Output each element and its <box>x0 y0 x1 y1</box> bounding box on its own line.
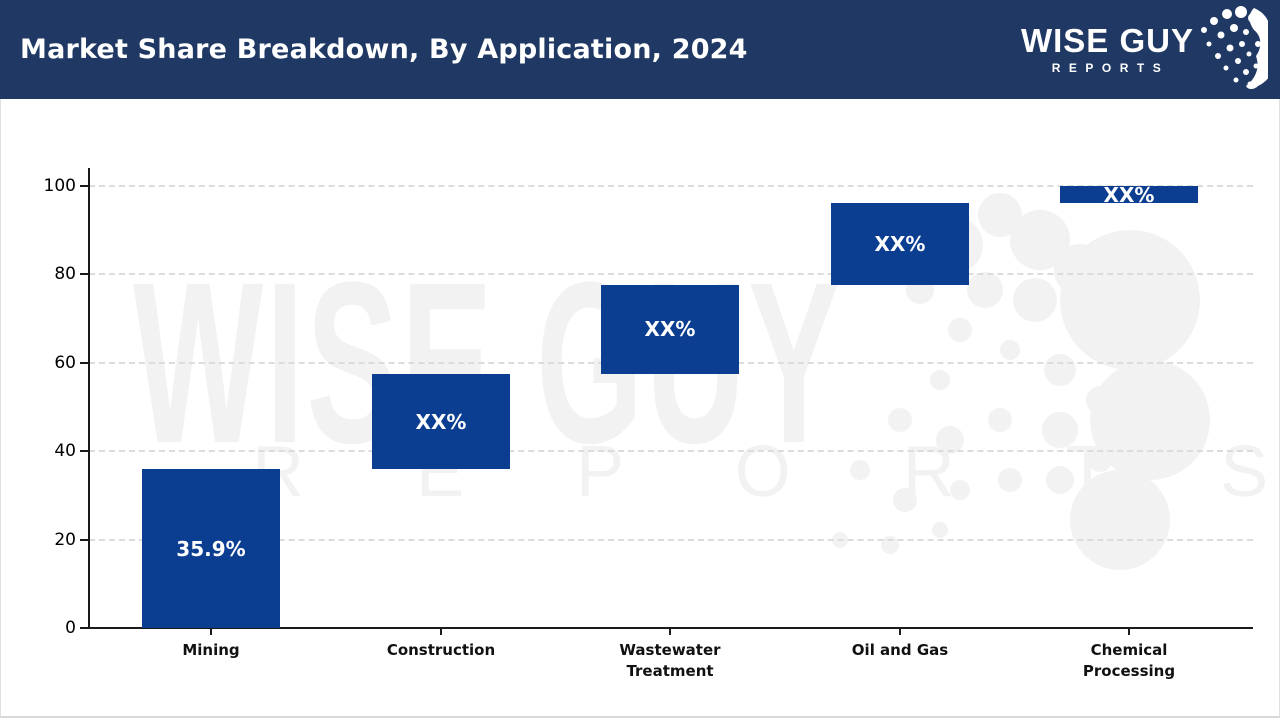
x-axis-line <box>88 627 1253 629</box>
y-axis-line <box>88 168 90 629</box>
gridline-20 <box>89 538 1253 541</box>
logo-subname: REPORTS <box>1051 60 1170 75</box>
logo-name: WISE GUY <box>1020 22 1194 60</box>
bar-value-label: XX% <box>415 409 467 434</box>
bar-wastewater-treatment: XX% <box>601 284 739 374</box>
bar-value-label: 35.9% <box>176 536 246 561</box>
x-tick-label-3: Wastewater Treatment <box>619 641 721 680</box>
bar-mining: 35.9% <box>142 469 280 628</box>
page-title: Market Share Breakdown, By Application, … <box>20 34 748 65</box>
y-tick-label-40: 40 <box>54 441 76 462</box>
y-tick-label-100: 100 <box>43 176 76 196</box>
bar-value-label: XX% <box>1103 182 1155 207</box>
y-tick-60 <box>80 361 89 364</box>
y-tick-80 <box>80 273 89 276</box>
content-left-hairline <box>0 99 1 717</box>
y-tick-label-80: 80 <box>54 264 76 285</box>
x-tick-3 <box>669 629 671 635</box>
y-tick-100 <box>80 185 89 187</box>
logo: WISE GUY REPORTS <box>1021 6 1268 92</box>
gridline-100 <box>89 185 1253 187</box>
gridline-80 <box>89 273 1253 276</box>
bar-value-label: XX% <box>644 317 696 342</box>
x-tick-5 <box>1128 629 1130 635</box>
header-bar: Market Share Breakdown, By Application, … <box>0 0 1280 99</box>
logo-text: WISE GUY REPORTS <box>1020 22 1194 75</box>
x-tick-4 <box>899 629 901 635</box>
content-bottom-hairline <box>0 716 1280 718</box>
y-tick-label-20: 20 <box>54 529 76 550</box>
x-tick-label-4: Oil and Gas <box>851 641 949 659</box>
y-tick-label-0: 0 <box>65 618 76 638</box>
y-tick-20 <box>80 538 89 541</box>
logo-face-icon <box>1201 6 1268 89</box>
gridline-40 <box>89 450 1253 453</box>
y-tick-40 <box>80 450 89 453</box>
x-tick-label-2: Construction <box>386 641 496 659</box>
x-tick-label-5: Chemical Processing <box>1082 641 1176 680</box>
bar-chemical-processing: XX% <box>1060 183 1198 207</box>
x-tick-1 <box>210 629 212 635</box>
bar-oil-and-gas: XX% <box>831 203 969 285</box>
bar-construction: XX% <box>372 373 510 470</box>
y-tick-label-60: 60 <box>54 352 76 373</box>
x-tick-2 <box>440 629 442 635</box>
bar-value-label: XX% <box>874 231 926 256</box>
x-tick-label-1: Mining <box>182 641 240 659</box>
y-tick-0 <box>80 627 89 629</box>
